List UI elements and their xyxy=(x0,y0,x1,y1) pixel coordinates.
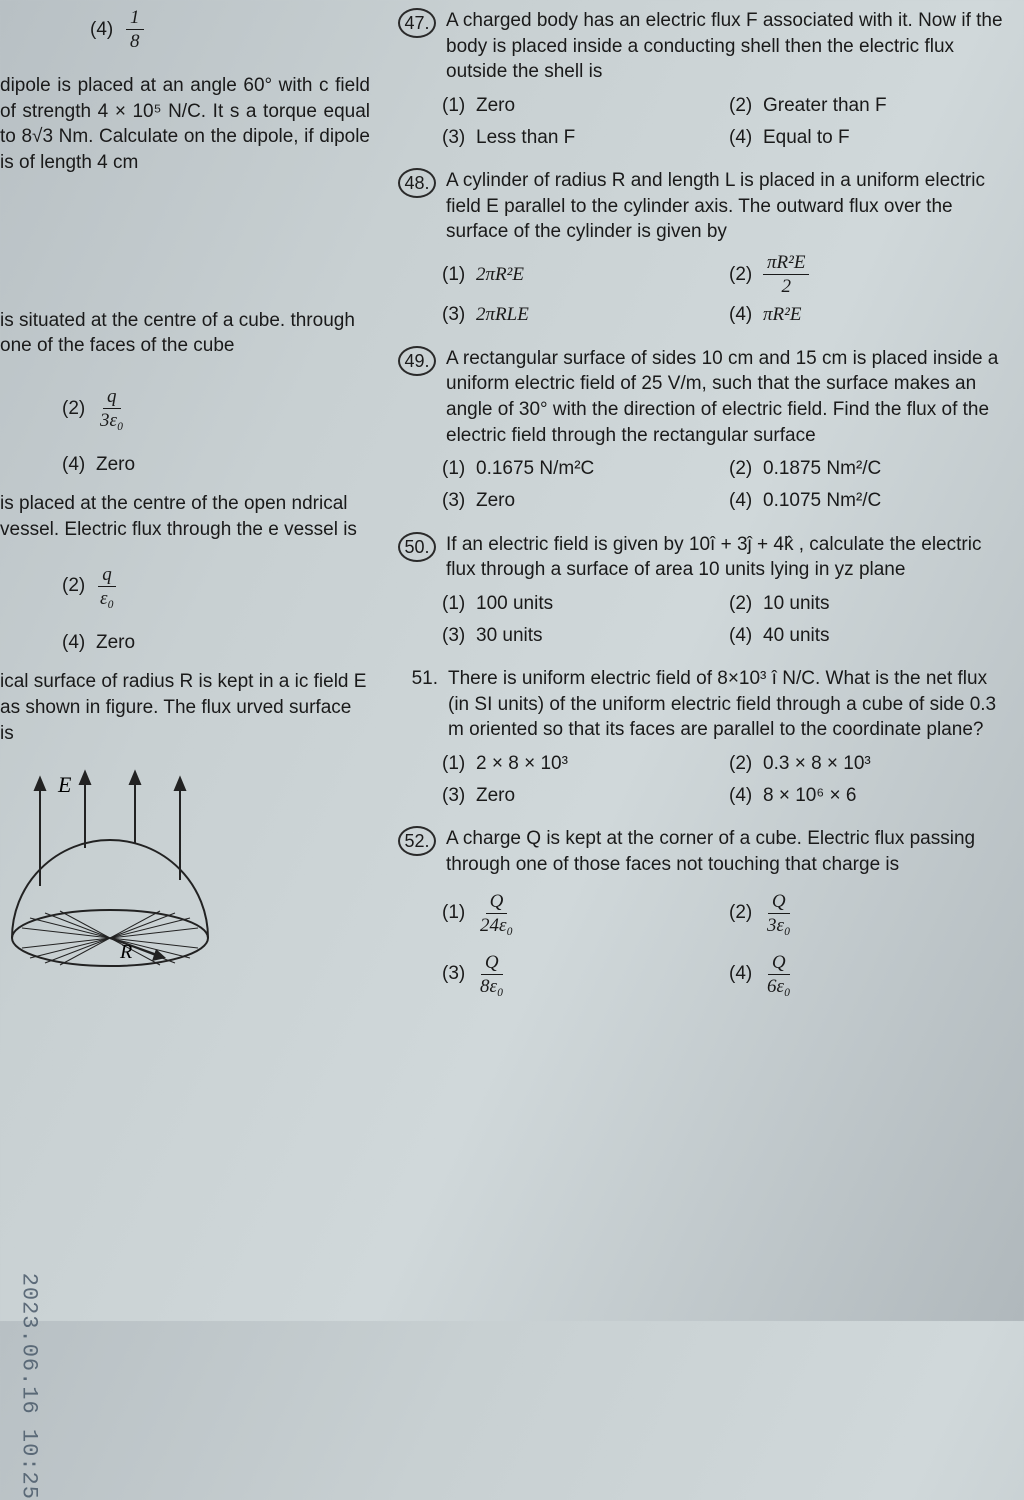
q50-options: (1)100 units (2)10 units (3)30 units (4)… xyxy=(442,591,1006,648)
qtext-48: A cylinder of radius R and length L is p… xyxy=(446,168,1006,245)
q49-opt4: (4)0.1075 Nm²/C xyxy=(729,488,1006,514)
q47-opt1: (1)Zero xyxy=(442,93,719,119)
q48-opt3: (3)2πRLE xyxy=(442,302,719,328)
q47-opt4: (4)Equal to F xyxy=(729,125,1006,151)
q50-opt4: (4)40 units xyxy=(729,623,1006,649)
fraction: πR²E2 xyxy=(763,253,809,296)
q51-opt3: (3)Zero xyxy=(442,783,719,809)
option-number: (4) xyxy=(90,17,118,43)
question-49: 49. A rectangular surface of sides 10 cm… xyxy=(398,346,1006,514)
q47-options: (1)Zero (2)Greater than F (3)Less than F… xyxy=(442,93,1006,150)
q49-options: (1)0.1675 N/m²C (2)0.1875 Nm²/C (3)Zero … xyxy=(442,456,1006,513)
left-column: (4) 1 8 dipole is placed at an angle 60°… xyxy=(0,8,370,1014)
frag-dipole: dipole is placed at an angle 60° with c … xyxy=(0,73,370,176)
question-48: 48. A cylinder of radius R and length L … xyxy=(398,168,1006,328)
frag-cube: is situated at the centre of a cube. thr… xyxy=(0,308,370,359)
q51-options: (1)2 × 8 × 10³ (2)0.3 × 8 × 10³ (3)Zero … xyxy=(442,751,1006,808)
question-51: 51. There is uniform electric field of 8… xyxy=(398,666,1006,808)
label-R: R xyxy=(119,941,132,963)
qtext-50: If an electric field is given by 10î + 3… xyxy=(446,532,1006,583)
timestamp-watermark: 2023.06.16 10:25 xyxy=(14,1273,44,1500)
q52-opt1: (1) Q24ε₀ xyxy=(442,892,719,935)
q51-opt4: (4)8 × 10⁶ × 6 xyxy=(729,783,1006,809)
question-52: 52. A charge Q is kept at the corner of … xyxy=(398,826,1006,995)
qnum-49: 49. xyxy=(398,346,436,376)
q49-opt3: (3)Zero xyxy=(442,488,719,514)
q50-opt3: (3)30 units xyxy=(442,623,719,649)
qtext-47: A charged body has an electric flux F as… xyxy=(446,8,1006,85)
qtext-52: A charge Q is kept at the corner of a cu… xyxy=(446,826,1006,877)
q52-options: (1) Q24ε₀ (2) Q3ε₀ (3) Q8ε₀ (4) Q6ε₀ xyxy=(442,892,1006,996)
two-column-layout: (4) 1 8 dipole is placed at an angle 60°… xyxy=(0,8,1006,1014)
q52-opt4: (4) Q6ε₀ xyxy=(729,953,1006,996)
question-47: 47. A charged body has an electric flux … xyxy=(398,8,1006,150)
q49-opt1: (1)0.1675 N/m²C xyxy=(442,456,719,482)
q47-opt3: (3)Less than F xyxy=(442,125,719,151)
q48-opt1: (1)2πR²E xyxy=(442,253,719,296)
fraction: 1 8 xyxy=(126,8,144,51)
qtext-51: There is uniform electric field of 8×10³… xyxy=(448,666,1006,743)
qnum-52: 52. xyxy=(398,826,436,856)
q47-opt2: (2)Greater than F xyxy=(729,93,1006,119)
q49-opt2: (2)0.1875 Nm²/C xyxy=(729,456,1006,482)
q51-opt1: (1)2 × 8 × 10³ xyxy=(442,751,719,777)
hemisphere-figure: E R xyxy=(0,768,370,988)
page: (4) 1 8 dipole is placed at an angle 60°… xyxy=(0,0,1024,1321)
q52-opt2: (2) Q3ε₀ xyxy=(729,892,1006,935)
option-2: (2) q 3ε₀ xyxy=(62,387,370,430)
option-4: (4) Zero xyxy=(62,452,370,478)
question-50: 50. If an electric field is given by 10î… xyxy=(398,532,1006,649)
frag-opt4-top: (4) 1 8 xyxy=(90,8,370,51)
q50-opt2: (2)10 units xyxy=(729,591,1006,617)
q51-opt2: (2)0.3 × 8 × 10³ xyxy=(729,751,1006,777)
qnum-50: 50. xyxy=(398,532,436,562)
option-4: (4) Zero xyxy=(62,630,370,656)
frag-hemisphere: ical surface of radius R is kept in a ic… xyxy=(0,669,370,746)
q50-opt1: (1)100 units xyxy=(442,591,719,617)
fraction: q ε₀ xyxy=(96,565,118,608)
qnum-51: 51. xyxy=(398,666,440,692)
qnum-48: 48. xyxy=(398,168,436,198)
option-2: (2) q ε₀ xyxy=(62,565,370,608)
frag-vessel: is placed at the centre of the open ndri… xyxy=(0,491,370,542)
q48-options: (1)2πR²E (2) πR²E2 (3)2πRLE (4)πR²E xyxy=(442,253,1006,328)
qnum-47: 47. xyxy=(398,8,436,38)
cube-options: (2) q 3ε₀ (4) Zero xyxy=(62,387,370,478)
vessel-options: (2) q ε₀ (4) Zero xyxy=(62,565,370,656)
label-E: E xyxy=(57,772,72,797)
q48-opt4: (4)πR²E xyxy=(729,302,1006,328)
hemisphere-svg: E R xyxy=(0,768,230,988)
qtext-49: A rectangular surface of sides 10 cm and… xyxy=(446,346,1006,449)
q48-opt2: (2) πR²E2 xyxy=(729,253,1006,296)
q52-opt3: (3) Q8ε₀ xyxy=(442,953,719,996)
right-column: 47. A charged body has an electric flux … xyxy=(398,8,1006,1014)
fraction: q 3ε₀ xyxy=(96,387,128,430)
